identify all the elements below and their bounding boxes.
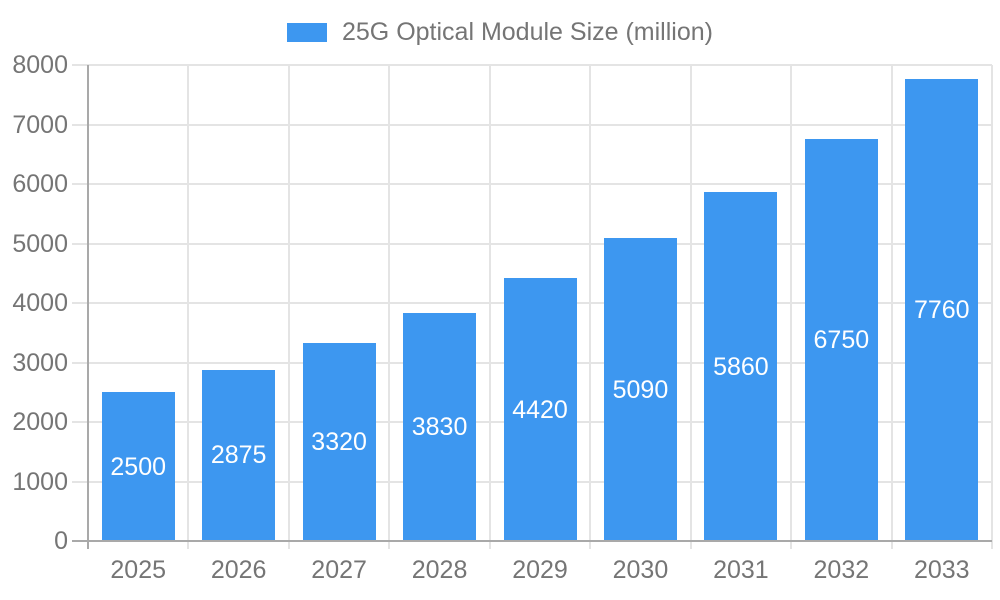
bar-2033[interactable] <box>905 79 979 541</box>
bar-2026[interactable] <box>202 369 276 541</box>
grid-line-vertical <box>287 65 290 549</box>
bar-value-label: 5860 <box>713 352 769 381</box>
grid-line-vertical <box>488 65 491 549</box>
y-axis-tick-label: 0 <box>54 527 68 555</box>
x-axis-tick-label: 2031 <box>713 556 769 584</box>
grid-line-vertical <box>790 65 793 549</box>
grid-line-horizontal <box>72 64 992 66</box>
grid-line-vertical <box>589 65 592 549</box>
bar-value-label: 2500 <box>110 452 167 481</box>
grid-line-vertical <box>388 65 391 549</box>
bar-value-label: 5090 <box>612 375 669 404</box>
bar-value-label: 4420 <box>512 395 568 424</box>
x-axis-tick-label: 2032 <box>813 556 870 584</box>
x-axis-line <box>72 540 992 542</box>
bar-2032[interactable] <box>804 139 878 541</box>
x-axis-tick-label: 2028 <box>411 556 468 584</box>
x-axis-tick-label: 2025 <box>110 556 167 584</box>
grid-line-horizontal <box>72 123 992 126</box>
y-axis-tick-label: 1000 <box>12 467 68 496</box>
legend-item[interactable]: 25G Optical Module Size (million) <box>0 17 1000 47</box>
x-axis-tick-label: 2033 <box>913 556 970 584</box>
y-axis-line <box>87 65 89 549</box>
x-axis-tick-label: 2029 <box>512 556 568 584</box>
grid-line-vertical <box>689 65 692 549</box>
bar-2031[interactable] <box>704 192 778 541</box>
bar-2025[interactable] <box>101 392 175 541</box>
y-axis-tick-label: 6000 <box>12 170 68 198</box>
grid-line-vertical <box>991 65 993 549</box>
x-axis-tick-label: 2026 <box>210 556 267 584</box>
bar-value-label: 2875 <box>210 441 267 470</box>
legend-label: 25G Optical Module Size (million) <box>342 18 713 46</box>
grid-line-vertical <box>890 65 893 549</box>
x-axis-tick-label: 2030 <box>612 556 669 584</box>
bar-value-label: 6750 <box>813 326 870 355</box>
y-axis-tick-label: 8000 <box>12 51 68 79</box>
y-axis-tick-label: 3000 <box>12 348 68 377</box>
bar-value-label: 3320 <box>311 428 367 457</box>
grid-line-vertical <box>187 65 190 549</box>
bar-2027[interactable] <box>302 343 376 541</box>
y-axis-tick-label: 4000 <box>12 289 68 317</box>
x-axis-tick-label: 2027 <box>311 556 367 584</box>
grid-line-horizontal <box>72 242 992 245</box>
bar-2029[interactable] <box>503 278 577 541</box>
y-axis-tick-label: 2000 <box>12 408 68 436</box>
bar-2028[interactable] <box>403 313 477 541</box>
y-axis-tick-label: 7000 <box>12 110 68 139</box>
bar-value-label: 7760 <box>913 296 970 325</box>
grid-line-horizontal <box>72 183 992 185</box>
legend-swatch-icon <box>287 22 327 42</box>
bar-value-label: 3830 <box>411 413 468 442</box>
bar-2030[interactable] <box>603 238 677 541</box>
y-axis-tick-label: 5000 <box>12 229 68 258</box>
